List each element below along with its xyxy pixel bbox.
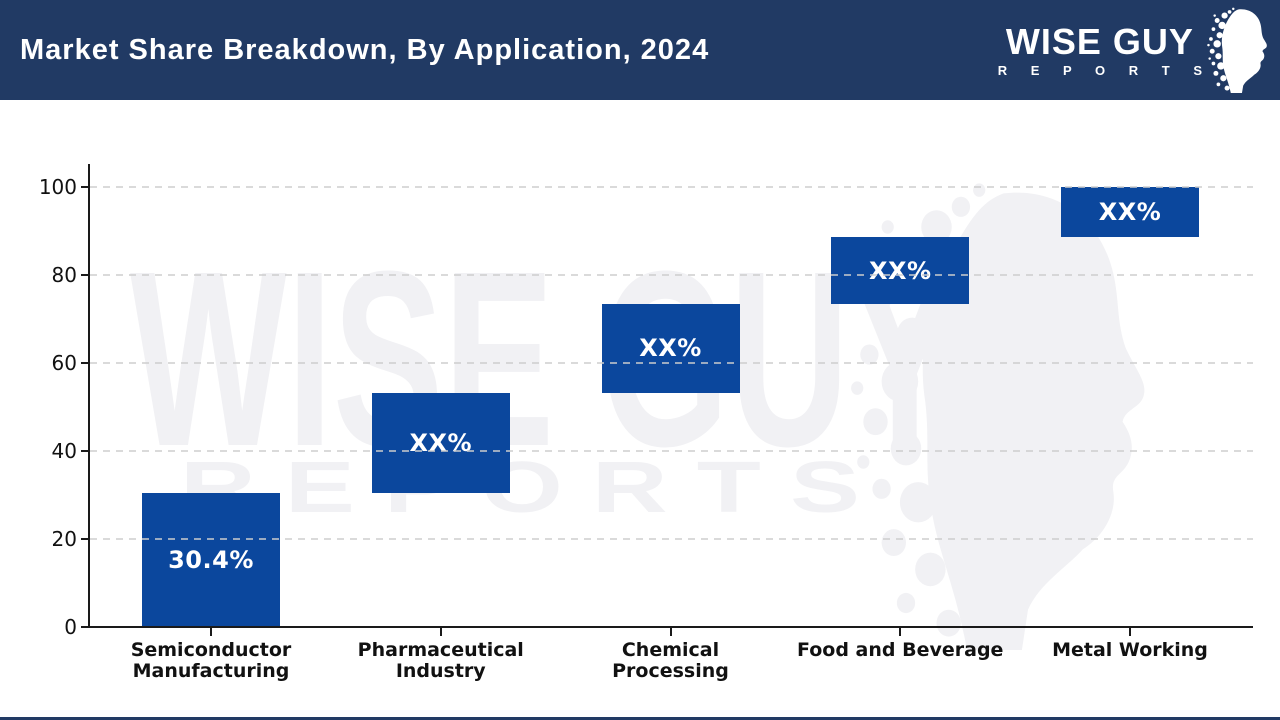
y-tick-20: [81, 537, 89, 540]
x-tick-semiconductor-manufacturing: [210, 628, 212, 636]
y-tick-label-60: 60: [51, 350, 77, 375]
gridline-40: [90, 449, 1253, 452]
bar-metal-working: XX%: [1061, 187, 1199, 238]
gridline-80: [90, 274, 1253, 277]
x-category-label-pharmaceutical-industry: Pharmaceutical Industry: [357, 639, 524, 683]
brand-logo: WISE GUY R E P O R T S: [998, 4, 1268, 96]
x-axis-spine: [88, 626, 1253, 628]
x-tick-pharmaceutical-industry: [439, 628, 442, 636]
y-tick-40: [81, 449, 89, 452]
y-tick-label-20: 20: [51, 526, 77, 551]
gridline-100: [90, 186, 1253, 189]
bar-food-and-beverage: XX%: [831, 237, 970, 305]
y-tick-label-80: 80: [51, 263, 77, 288]
y-tick-label-100: 100: [38, 175, 77, 200]
brand-logo-line2: R E P O R T S: [997, 62, 1212, 78]
y-axis-spine: [88, 164, 90, 628]
bar-pharmaceutical-industry: XX%: [371, 392, 510, 493]
bar-value-label: XX%: [1098, 198, 1162, 227]
bar-value-label: XX%: [639, 334, 702, 363]
footer-bar: [0, 717, 1280, 720]
gridline-20: [90, 537, 1253, 540]
x-tick-chemical-processing: [669, 628, 672, 636]
bar-value-label: XX%: [868, 256, 932, 285]
y-tick-60: [81, 361, 89, 364]
y-tick-label-40: 40: [51, 438, 77, 463]
brand-logo-text: WISE GUY R E P O R T S: [998, 20, 1202, 77]
bar-value-label: XX%: [409, 428, 473, 457]
y-tick-label-0: 0: [64, 614, 77, 639]
header-bar: Market Share Breakdown, By Application, …: [0, 0, 1280, 100]
bar-semiconductor-manufacturing: 30.4%: [142, 493, 280, 627]
brand-logo-head-icon: [1207, 7, 1267, 93]
page-title: Market Share Breakdown, By Application, …: [20, 33, 710, 66]
bar-value-label: 30.4%: [168, 545, 254, 574]
x-category-label-metal-working: Metal Working: [1052, 639, 1208, 661]
x-tick-food-and-beverage: [899, 628, 902, 636]
y-tick-80: [81, 274, 89, 277]
brand-logo-line1: WISE GUY: [1005, 20, 1194, 62]
x-category-label-food-and-beverage: Food and Beverage: [797, 639, 1004, 661]
x-tick-metal-working: [1129, 628, 1131, 636]
y-tick-100: [81, 186, 89, 189]
gridline-60: [90, 361, 1253, 364]
y-tick-0: [81, 625, 89, 628]
x-category-label-semiconductor-manufacturing: Semiconductor Manufacturing: [130, 639, 292, 683]
x-category-label-chemical-processing: Chemical Processing: [612, 639, 729, 683]
bar-chemical-processing: XX%: [601, 304, 740, 393]
